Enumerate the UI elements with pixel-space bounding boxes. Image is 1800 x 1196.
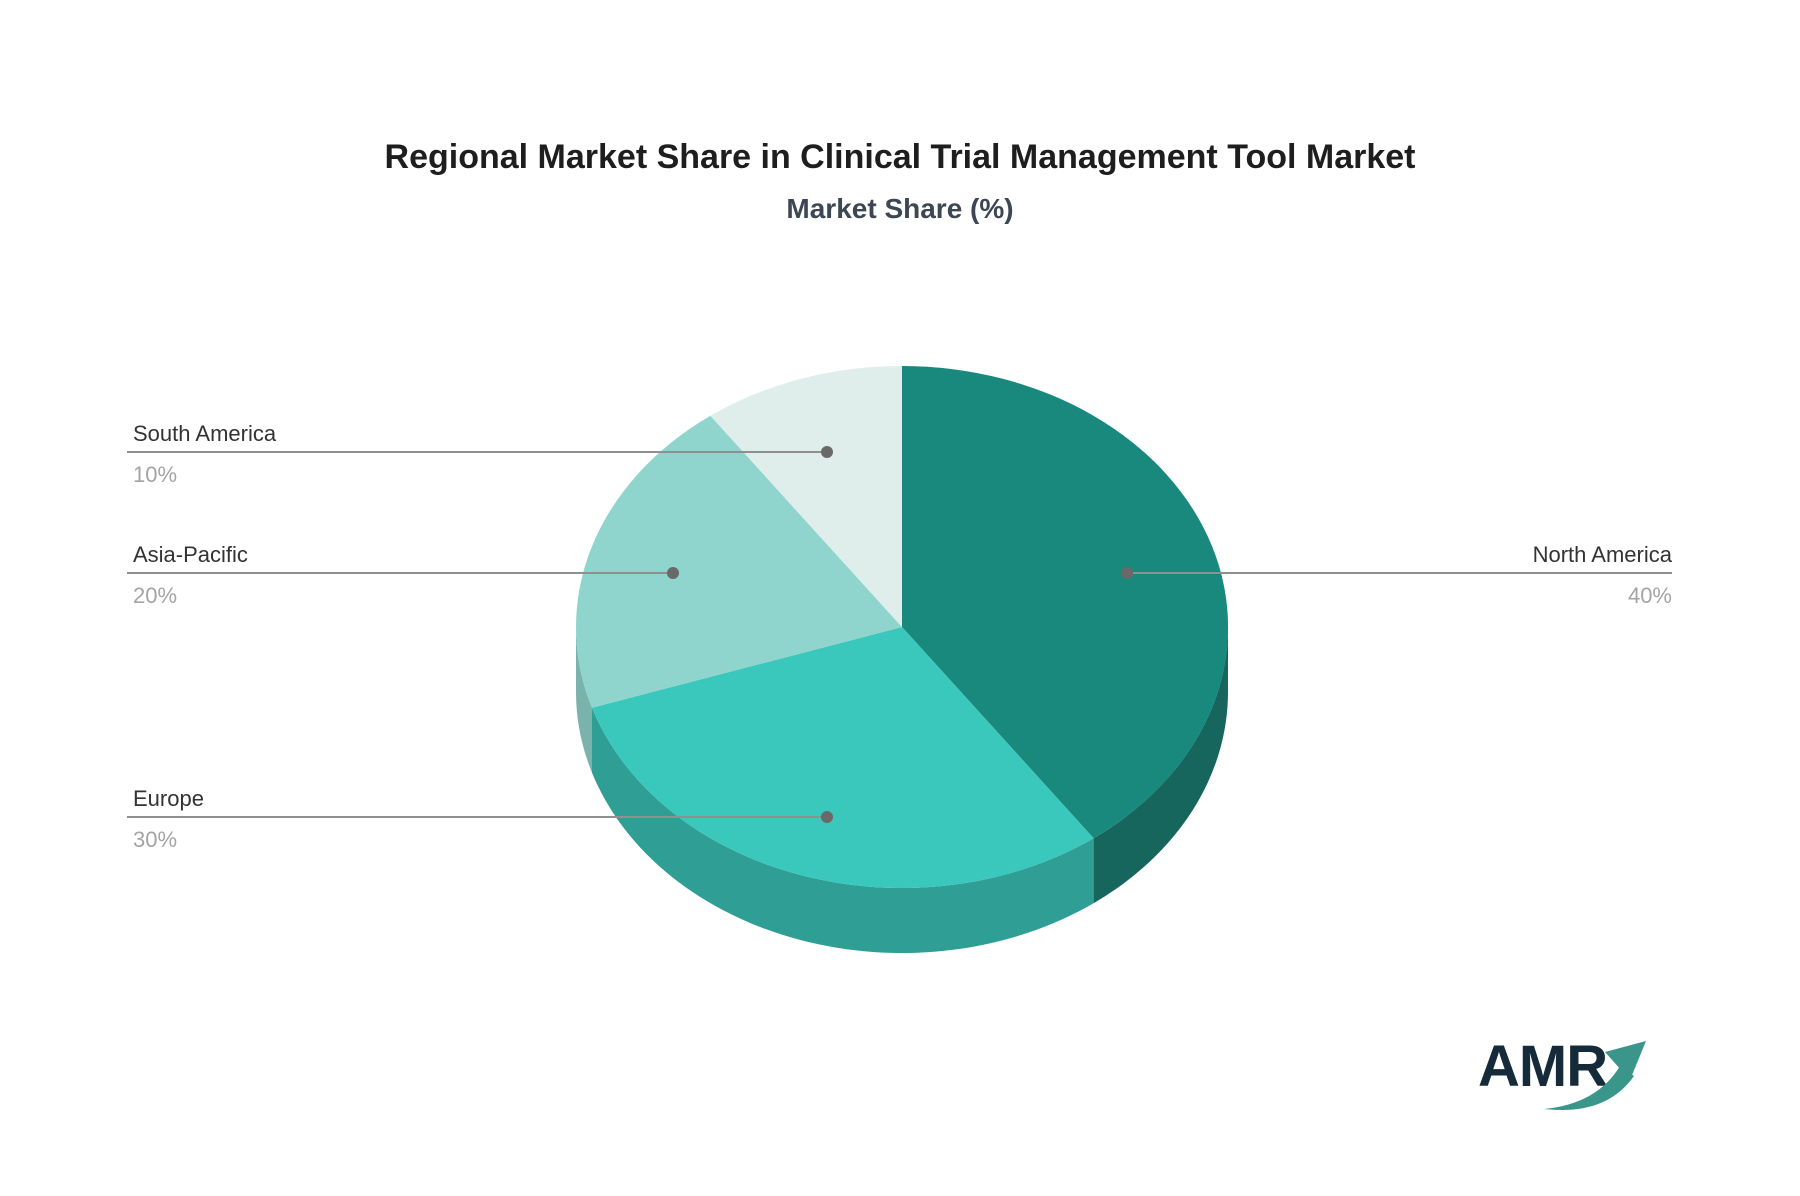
pie-slice-south-america xyxy=(710,366,902,627)
chart-subtitle: Market Share (%) xyxy=(786,193,1013,224)
pie-side-europe xyxy=(592,707,1094,954)
callout-label-north-america: North America xyxy=(1533,542,1673,567)
callout-pct-north-america: 40% xyxy=(1628,583,1672,608)
callout-europe: Europe 30% xyxy=(127,786,833,852)
amr-logo-text: AMR xyxy=(1478,1034,1607,1099)
callout-label-south-america: South America xyxy=(133,421,277,446)
pie-slice-north-america xyxy=(902,366,1229,839)
chart-title: Regional Market Share in Clinical Trial … xyxy=(385,138,1416,176)
leader-dot-north-america xyxy=(1121,567,1133,579)
callout-pct-south-america: 10% xyxy=(133,462,177,487)
pie-group xyxy=(576,366,1229,954)
amr-logo-arrow-head-icon xyxy=(1605,1041,1646,1080)
pie-slice-asia-pacific xyxy=(576,415,902,708)
amr-logo: AMR xyxy=(1478,1034,1646,1111)
leader-dot-south-america xyxy=(821,446,833,458)
callout-label-europe: Europe xyxy=(133,786,204,811)
pie-side-north-america xyxy=(1093,627,1228,904)
pie-side-asia-pacific xyxy=(576,627,592,773)
callout-label-asia-pacific: Asia-Pacific xyxy=(133,542,248,567)
callout-pct-europe: 30% xyxy=(133,827,177,852)
leader-dot-europe xyxy=(821,811,833,823)
pie-slice-europe xyxy=(592,627,1094,889)
callout-asia-pacific: Asia-Pacific 20% xyxy=(127,542,679,608)
leader-dot-asia-pacific xyxy=(667,567,679,579)
callout-south-america: South America 10% xyxy=(127,421,833,487)
callout-north-america: North America 40% xyxy=(1121,542,1673,608)
callout-pct-asia-pacific: 20% xyxy=(133,583,177,608)
